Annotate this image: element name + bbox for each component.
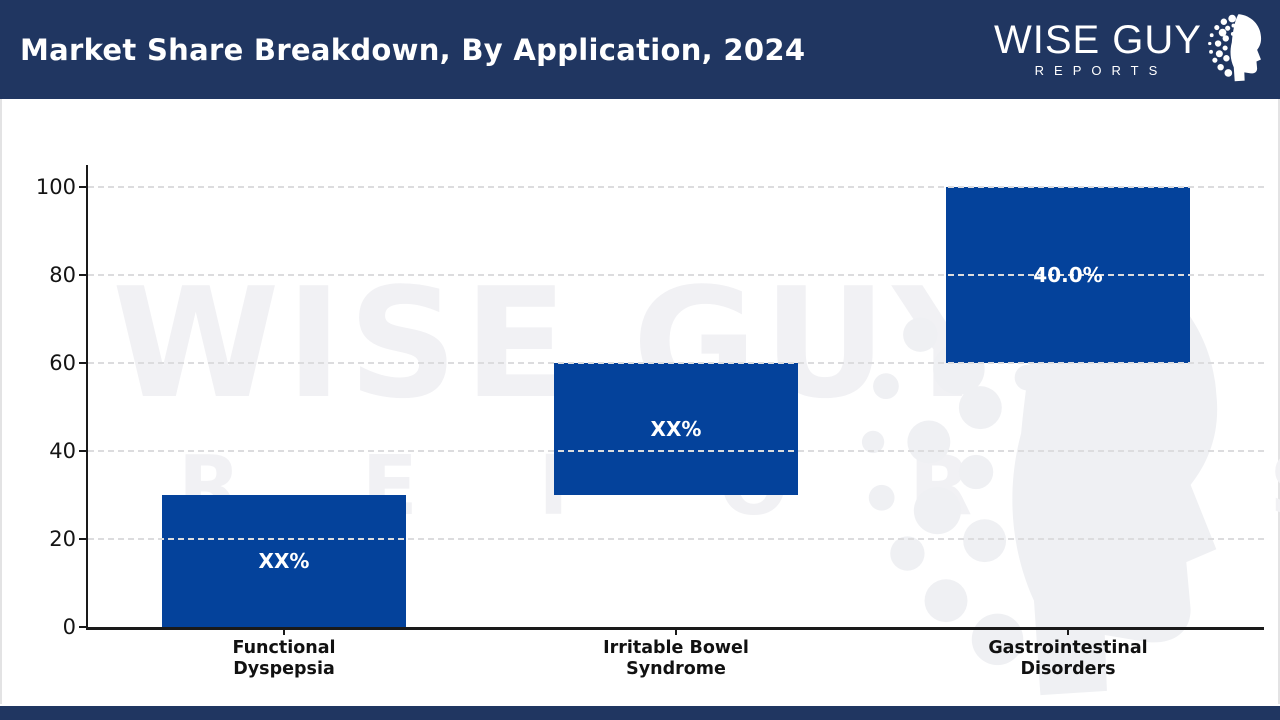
x-axis-line — [86, 627, 1264, 630]
y-tick-mark-100 — [79, 186, 88, 188]
bar-2 — [554, 363, 798, 495]
bar-value-label-1: XX% — [258, 549, 310, 573]
y-tick-mark-40 — [79, 450, 88, 452]
y-tick-label-80: 80 — [49, 263, 76, 287]
y-tick-mark-0 — [79, 626, 88, 628]
logo-wordmark: WISE GUY — [993, 17, 1202, 62]
gridline-40 — [88, 450, 1264, 452]
gridline-20 — [88, 538, 1264, 540]
y-tick-label-100: 100 — [35, 175, 76, 199]
y-tick-label-0: 0 — [62, 615, 76, 639]
page-title: Market Share Breakdown, By Application, … — [20, 32, 806, 67]
gridline-100 — [88, 186, 1264, 188]
gridline-60 — [88, 362, 1264, 364]
x-tick-mark-3 — [1067, 627, 1069, 635]
x-category-label-2: Irritable Bowel Syndrome — [603, 638, 749, 679]
x-tick-mark-1 — [283, 627, 285, 635]
y-tick-label-20: 20 — [49, 527, 76, 551]
y-tick-label-40: 40 — [49, 439, 76, 463]
logo-subtitle: REPORTS — [1034, 62, 1168, 78]
bar-value-label-2: XX% — [650, 417, 702, 441]
x-category-label-3: Gastrointestinal Disorders — [988, 638, 1148, 679]
y-tick-mark-60 — [79, 362, 88, 364]
y-tick-mark-20 — [79, 538, 88, 540]
bar-value-label-3: 40.0% — [1033, 263, 1103, 287]
y-tick-mark-80 — [79, 274, 88, 276]
wiseguy-head-icon — [1204, 9, 1268, 87]
wiseguy-logo-text: WISE GUY REPORTS — [994, 19, 1202, 78]
footer-bar — [0, 706, 1280, 720]
gridline-80 — [88, 274, 1264, 276]
x-category-label-1: Functional Dyspepsia — [232, 638, 336, 679]
y-axis-line — [86, 165, 88, 630]
bar-1 — [162, 495, 406, 627]
y-tick-label-60: 60 — [49, 351, 76, 375]
header-bar: Market Share Breakdown, By Application, … — [0, 0, 1280, 99]
chart-frame — [0, 99, 1280, 704]
x-tick-mark-2 — [675, 627, 677, 635]
wiseguy-logo: WISE GUY REPORTS — [994, 9, 1268, 87]
